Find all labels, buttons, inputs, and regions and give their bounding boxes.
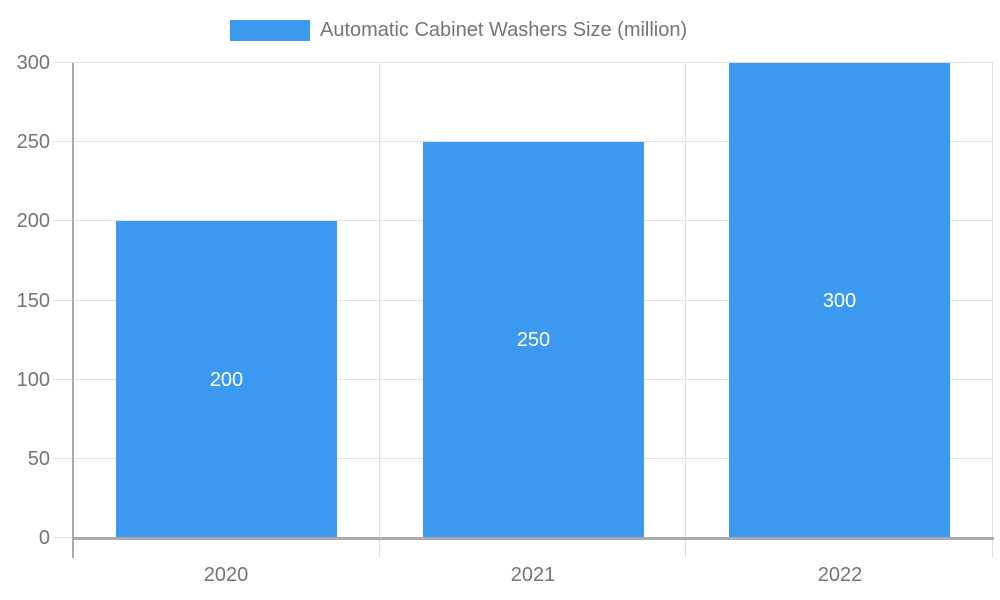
h-gridline <box>73 62 993 63</box>
y-tick-label-150: 150 <box>16 290 50 312</box>
chart-legend[interactable]: Automatic Cabinet Washers Size (million) <box>230 18 687 42</box>
y-tick-label-300: 300 <box>16 52 50 74</box>
bar-value-label-2022: 300 <box>822 290 857 312</box>
v-gridline <box>685 63 686 558</box>
v-gridline <box>992 63 993 558</box>
legend-label: Automatic Cabinet Washers Size (million) <box>320 18 688 41</box>
y-axis-tick <box>53 141 73 142</box>
y-tick-label-200: 200 <box>16 210 50 232</box>
v-gridline <box>379 63 380 558</box>
bar-value-label-2021: 250 <box>516 329 551 351</box>
y-tick-label-50: 50 <box>27 448 50 470</box>
bar-value-label-2020: 200 <box>209 369 244 391</box>
y-tick-label-100: 100 <box>16 369 50 391</box>
x-category-label-2020: 2020 <box>203 564 249 586</box>
y-axis-line <box>72 63 74 558</box>
bar-2021 <box>423 142 644 538</box>
y-tick-label-250: 250 <box>16 131 50 153</box>
y-axis-tick <box>53 458 73 459</box>
y-axis-tick <box>53 379 73 380</box>
legend-swatch <box>230 19 310 41</box>
y-axis-tick <box>53 537 73 538</box>
x-category-label-2022: 2022 <box>817 564 863 586</box>
x-axis-line <box>72 537 994 540</box>
bar-2022 <box>729 63 950 538</box>
y-axis-tick <box>53 62 73 63</box>
bar-2020 <box>116 221 337 538</box>
h-gridline <box>73 141 993 142</box>
x-category-label-2021: 2021 <box>510 564 556 586</box>
y-axis-tick <box>53 300 73 301</box>
y-tick-label-0: 0 <box>38 527 50 549</box>
y-axis-tick <box>53 220 73 221</box>
